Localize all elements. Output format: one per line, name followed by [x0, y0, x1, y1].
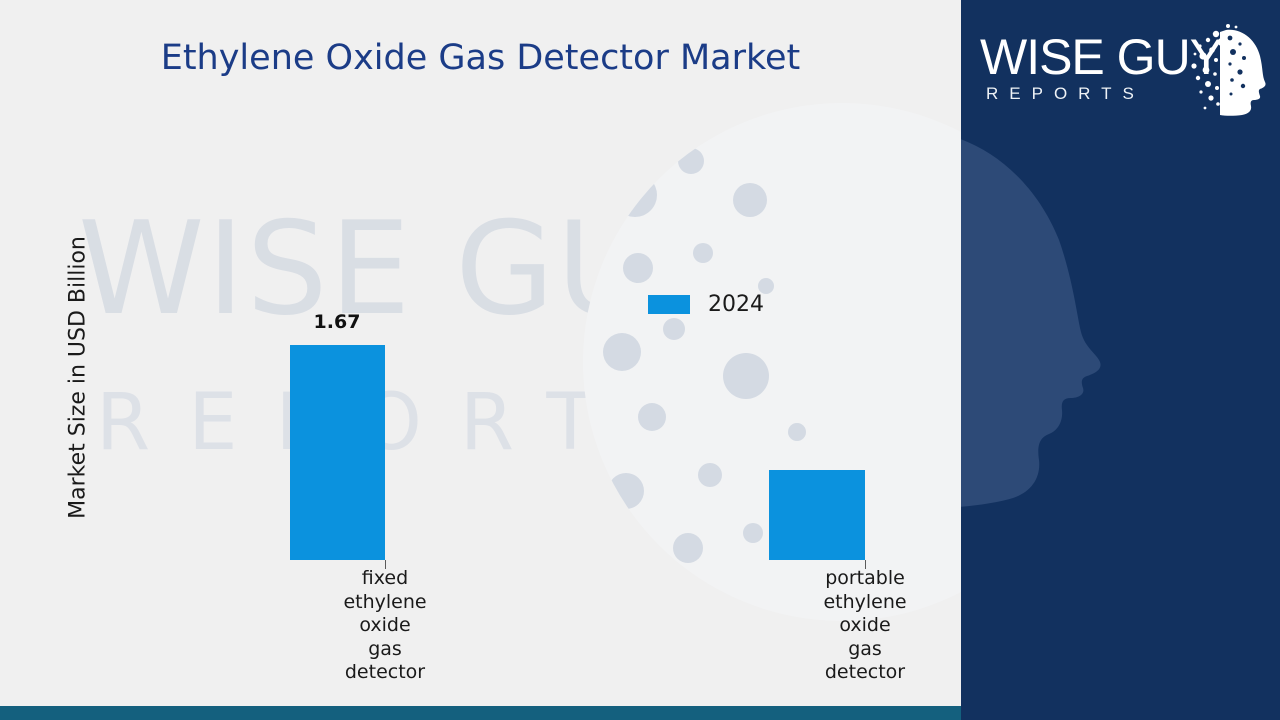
logo-wordmark: WISE GUY	[980, 29, 1223, 85]
brand-logo[interactable]: WISE GUY REPORTS	[980, 24, 1270, 116]
legend-label-2024: 2024	[708, 292, 764, 317]
plot-area: 1.67 fixed ethylene oxide gas detector p…	[285, 311, 961, 685]
head-silhouette-icon	[961, 139, 1101, 507]
legend-swatch-2024	[648, 295, 690, 314]
logo-tagline: REPORTS	[986, 84, 1145, 103]
cat1-line-4: gas	[368, 637, 402, 660]
circle-bubbles	[583, 103, 961, 621]
cat1-line-3: oxide	[359, 614, 411, 636]
x-category-label-portable: portable ethylene oxide gas detector	[765, 567, 961, 685]
cat1-line-5: detector	[344, 661, 426, 683]
cat1-line-1: fixed	[361, 567, 409, 589]
x-tick-1	[385, 560, 386, 569]
x-tick-2	[865, 560, 866, 569]
cat2-line-4: gas	[848, 637, 882, 660]
cat1-line-2: ethylene	[343, 590, 427, 613]
bar-value-label-fixed: 1.67	[313, 311, 361, 333]
cat2-line-2: ethylene	[823, 590, 907, 613]
y-axis-label: Market Size in USD Billion	[65, 236, 91, 519]
brand-side-panel	[961, 0, 1280, 720]
x-category-label-fixed: fixed ethylene oxide gas detector	[285, 567, 485, 685]
chart-panel: WISE GUY REPORTS	[65, 38, 961, 685]
bar-fixed-ethylene-oxide-gas-detector[interactable]	[290, 345, 385, 560]
cat2-line-3: oxide	[839, 614, 891, 636]
page-title: Ethylene Oxide Gas Detector Market	[160, 38, 801, 78]
footer-accent-bar	[0, 706, 961, 720]
cat2-line-1: portable	[825, 567, 905, 589]
dotted-head-profile-icon	[1191, 24, 1266, 116]
chart-legend[interactable]: 2024	[648, 292, 764, 317]
bar-portable-ethylene-oxide-gas-detector[interactable]	[769, 470, 865, 560]
cat2-line-5: detector	[824, 661, 906, 683]
